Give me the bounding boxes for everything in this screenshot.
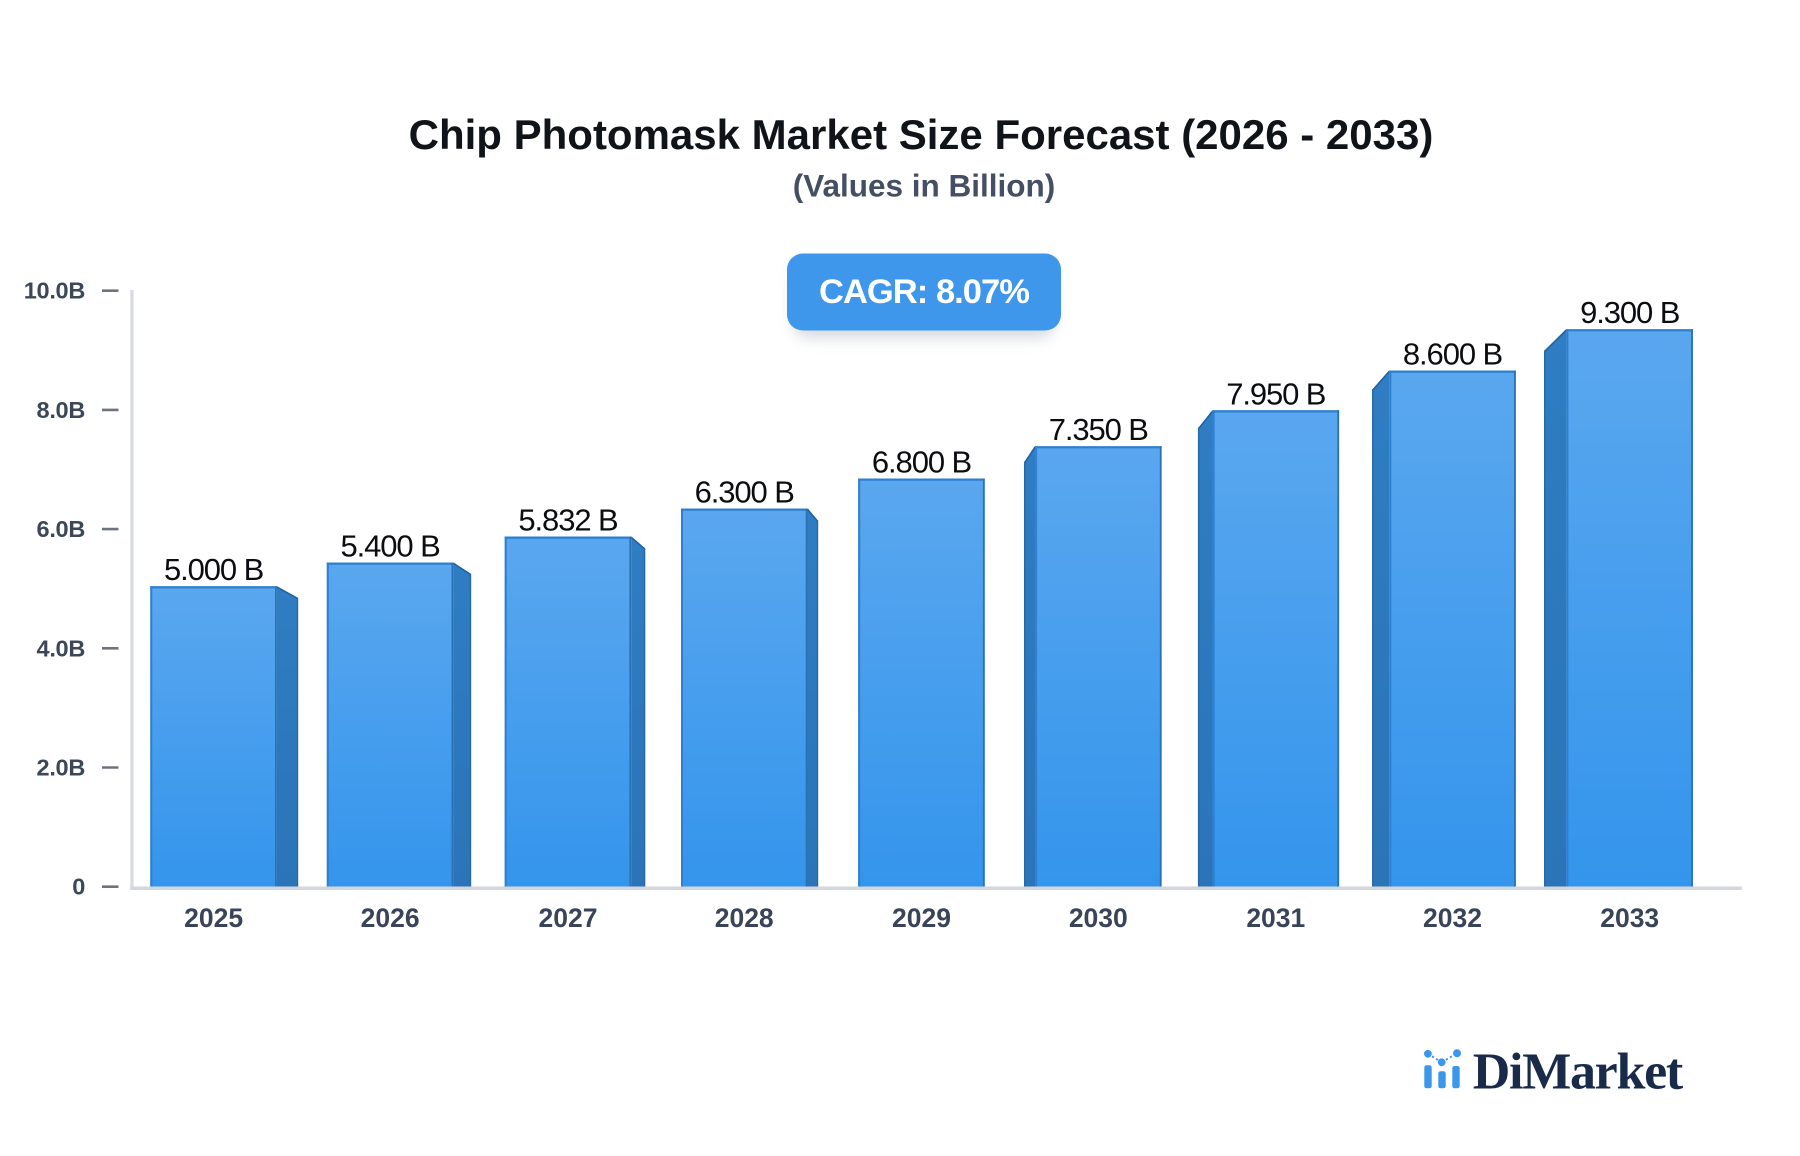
- svg-text:2026: 2026: [361, 903, 420, 933]
- svg-text:2.0B: 2.0B: [37, 755, 85, 781]
- svg-text:6.800 B: 6.800 B: [872, 445, 972, 480]
- svg-text:4.0B: 4.0B: [37, 635, 85, 661]
- svg-text:2028: 2028: [715, 903, 774, 933]
- svg-text:5.000 B: 5.000 B: [164, 552, 264, 587]
- svg-text:2030: 2030: [1069, 903, 1128, 933]
- svg-text:CAGR: 8.07%: CAGR: 8.07%: [819, 273, 1029, 311]
- svg-text:6.300 B: 6.300 B: [695, 475, 795, 510]
- svg-text:10.0B: 10.0B: [24, 278, 85, 304]
- svg-text:8.600 B: 8.600 B: [1403, 337, 1503, 372]
- svg-text:7.350 B: 7.350 B: [1049, 412, 1149, 447]
- svg-text:(Values in Billion): (Values in Billion): [793, 168, 1056, 204]
- svg-text:2032: 2032: [1423, 903, 1482, 933]
- svg-text:2029: 2029: [892, 903, 951, 933]
- svg-text:2027: 2027: [539, 903, 598, 933]
- svg-text:8.0B: 8.0B: [37, 397, 85, 423]
- svg-text:2031: 2031: [1246, 903, 1305, 933]
- svg-text:5.832 B: 5.832 B: [518, 503, 618, 538]
- svg-text:DiMarket: DiMarket: [1473, 1043, 1684, 1100]
- svg-text:6.0B: 6.0B: [37, 516, 85, 542]
- svg-text:2033: 2033: [1600, 903, 1659, 933]
- svg-text:2025: 2025: [184, 903, 243, 933]
- svg-text:9.300 B: 9.300 B: [1580, 295, 1680, 330]
- svg-text:0: 0: [72, 874, 85, 900]
- svg-text:5.400 B: 5.400 B: [341, 529, 441, 564]
- svg-text:7.950 B: 7.950 B: [1226, 376, 1326, 411]
- svg-text:Chip Photomask Market Size For: Chip Photomask Market Size Forecast (202…: [409, 111, 1434, 158]
